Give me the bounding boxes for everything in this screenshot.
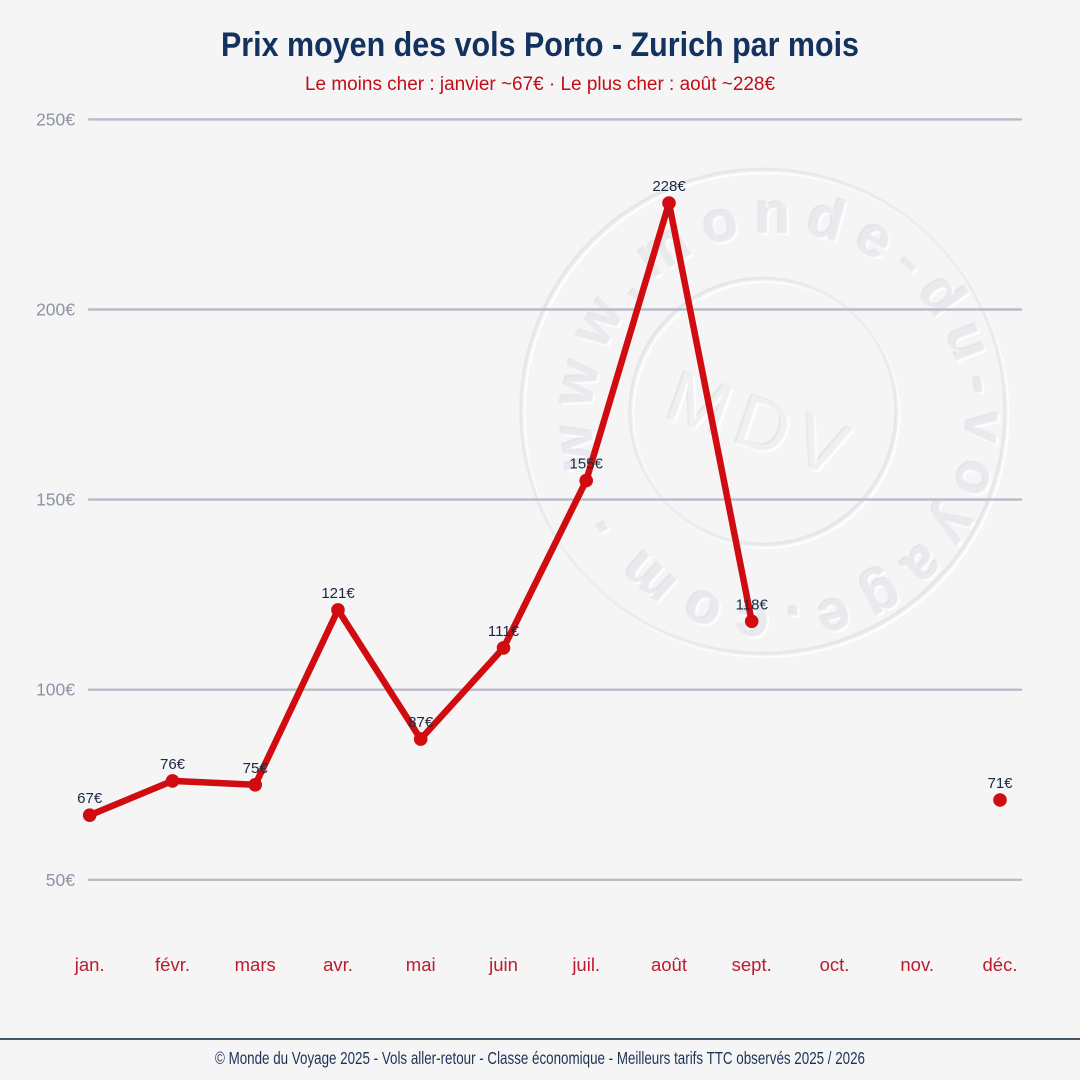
svg-text:250€: 250€	[36, 109, 75, 129]
svg-text:200€: 200€	[36, 300, 75, 320]
svg-text:111€: 111€	[488, 623, 520, 640]
svg-text:87€: 87€	[408, 714, 434, 731]
svg-text:121€: 121€	[321, 585, 355, 602]
svg-text:118€: 118€	[736, 596, 769, 613]
svg-text:jan.: jan.	[74, 954, 105, 975]
svg-text:100€: 100€	[36, 680, 75, 700]
svg-text:oct.: oct.	[820, 954, 850, 975]
svg-text:avr.: avr.	[323, 954, 353, 975]
svg-text:67€: 67€	[77, 790, 103, 807]
svg-text:août: août	[651, 954, 687, 975]
svg-text:mars: mars	[235, 954, 276, 975]
svg-text:févr.: févr.	[155, 954, 190, 975]
svg-text:mai: mai	[406, 954, 436, 975]
svg-text:Le moins cher : janvier ~67€ ·: Le moins cher : janvier ~67€ · Le plus c…	[305, 74, 775, 95]
svg-text:nov.: nov.	[900, 954, 934, 975]
svg-text:sept.: sept.	[732, 954, 772, 975]
svg-text:228€: 228€	[652, 178, 686, 195]
svg-text:155€: 155€	[570, 456, 604, 473]
svg-text:75€: 75€	[243, 760, 269, 777]
svg-text:© Monde du Voyage 2025 - Vols: © Monde du Voyage 2025 - Vols aller-reto…	[215, 1048, 865, 1068]
svg-text:déc.: déc.	[983, 954, 1018, 975]
svg-text:juin: juin	[488, 954, 518, 975]
svg-text:juil.: juil.	[571, 954, 600, 975]
svg-text:71€: 71€	[987, 775, 1013, 792]
svg-text:76€: 76€	[160, 756, 186, 773]
svg-text:150€: 150€	[36, 490, 75, 510]
svg-text:50€: 50€	[46, 870, 75, 890]
svg-text:Prix moyen des vols Porto - Zu: Prix moyen des vols Porto - Zurich par m…	[221, 26, 859, 64]
